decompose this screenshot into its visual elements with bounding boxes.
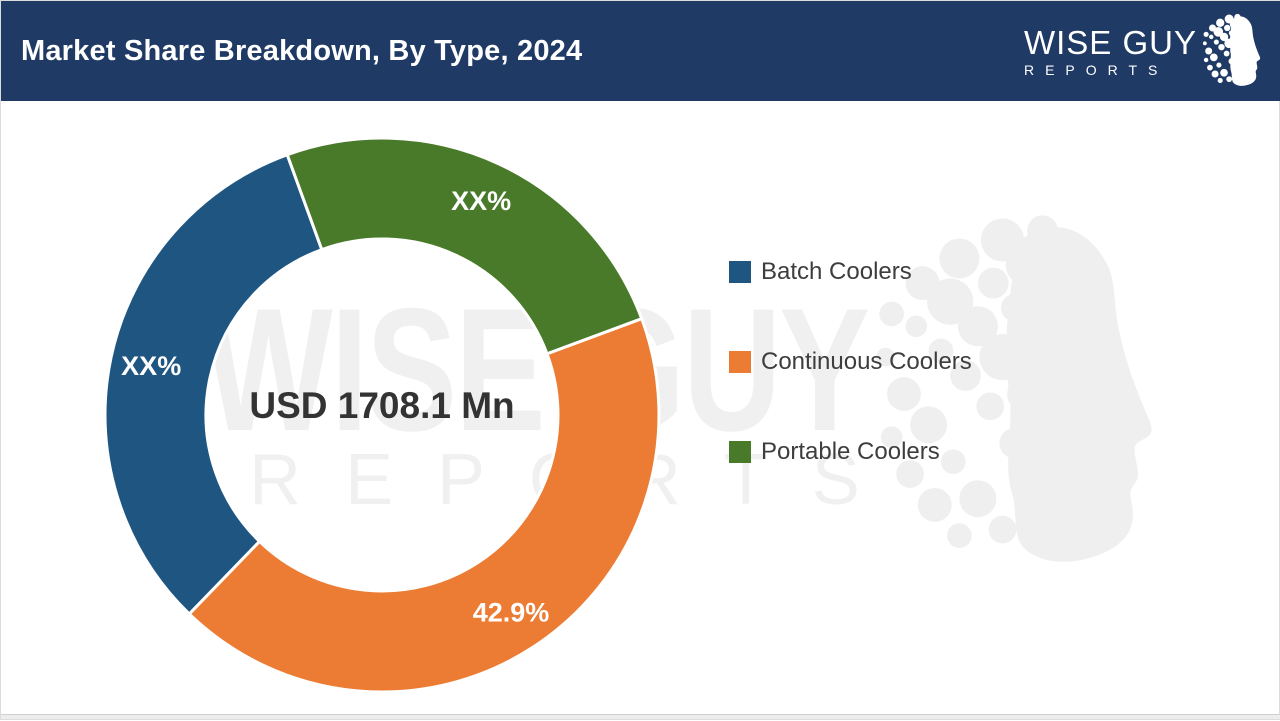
page-title: Market Share Breakdown, By Type, 2024 bbox=[21, 34, 583, 67]
header: Market Share Breakdown, By Type, 2024 WI… bbox=[1, 1, 1280, 101]
legend-swatch-portable-coolers bbox=[729, 441, 751, 463]
slice-label-continuous-coolers: 42.9% bbox=[473, 598, 550, 628]
legend-item-batch-coolers: Batch Coolers bbox=[729, 259, 972, 285]
legend-item-continuous-coolers: Continuous Coolers bbox=[729, 349, 972, 375]
brand-logo: WISE GUY REPORTS bbox=[1024, 6, 1265, 96]
slice-label-portable-coolers: XX% bbox=[451, 186, 511, 216]
brand-face-icon bbox=[1201, 8, 1265, 94]
legend: Batch Coolers Continuous Coolers Portabl… bbox=[729, 259, 972, 529]
legend-label: Batch Coolers bbox=[761, 258, 912, 285]
brand-subtitle: REPORTS bbox=[1023, 61, 1169, 78]
donut-center-value: USD 1708.1 Mn bbox=[249, 385, 515, 426]
legend-item-portable-coolers: Portable Coolers bbox=[729, 439, 972, 465]
brand-name: WISE GUY bbox=[1023, 23, 1197, 61]
legend-label: Portable Coolers bbox=[761, 438, 940, 465]
footer-strip bbox=[1, 714, 1280, 719]
legend-label: Continuous Coolers bbox=[761, 348, 972, 375]
legend-swatch-batch-coolers bbox=[729, 261, 751, 283]
slice-label-batch-coolers: XX% bbox=[121, 351, 181, 381]
legend-swatch-continuous-coolers bbox=[729, 351, 751, 373]
